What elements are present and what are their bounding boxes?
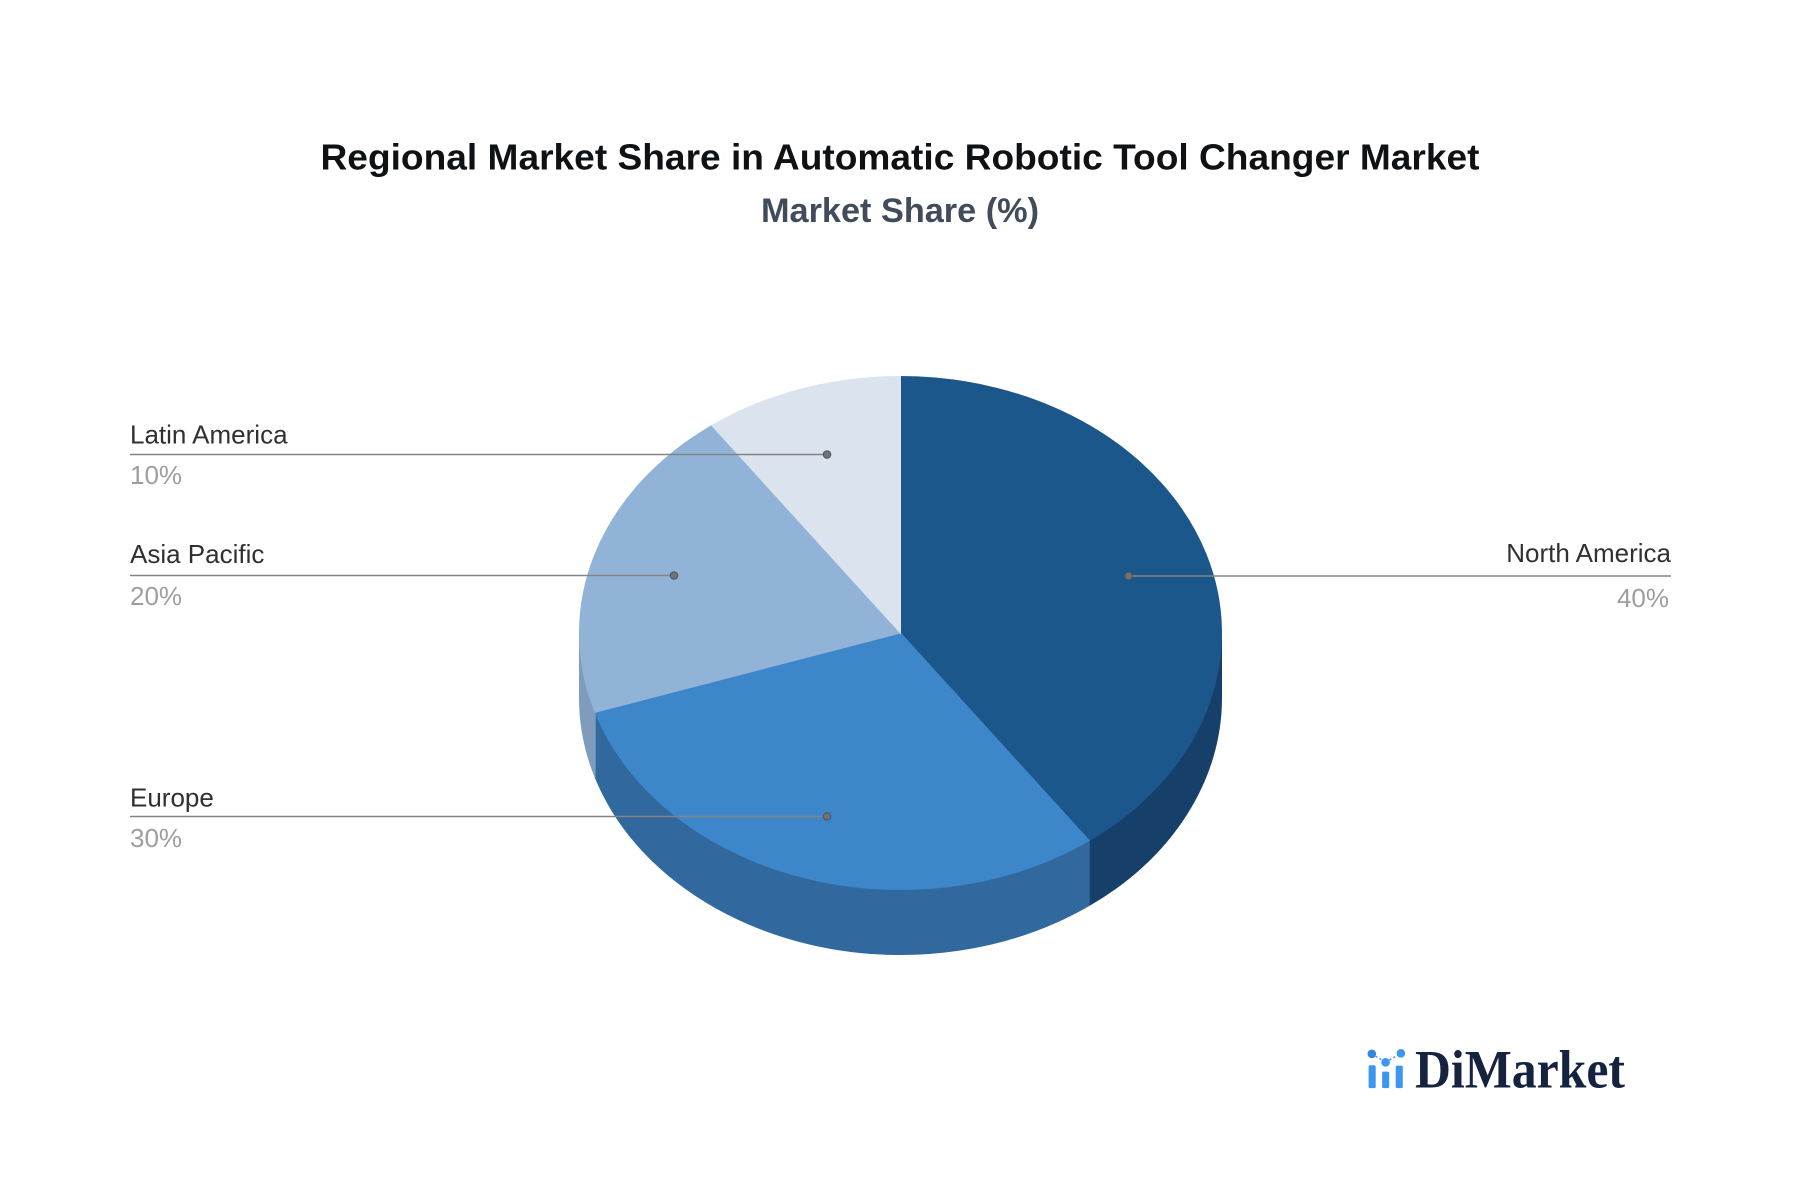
svg-text:Europe: Europe (130, 783, 214, 813)
svg-text:Latin America: Latin America (130, 420, 288, 450)
svg-text:30%: 30% (130, 823, 182, 853)
svg-text:DiMarket: DiMarket (1415, 1040, 1625, 1100)
svg-text:Asia Pacific: Asia Pacific (130, 539, 264, 569)
svg-text:Regional Market Share in Autom: Regional Market Share in Automatic Robot… (321, 137, 1480, 178)
svg-text:20%: 20% (130, 581, 182, 611)
svg-text:Market Share (%): Market Share (%) (761, 192, 1039, 230)
svg-text:10%: 10% (130, 460, 182, 490)
svg-text:North America: North America (1506, 538, 1671, 568)
svg-text:40%: 40% (1617, 583, 1669, 613)
